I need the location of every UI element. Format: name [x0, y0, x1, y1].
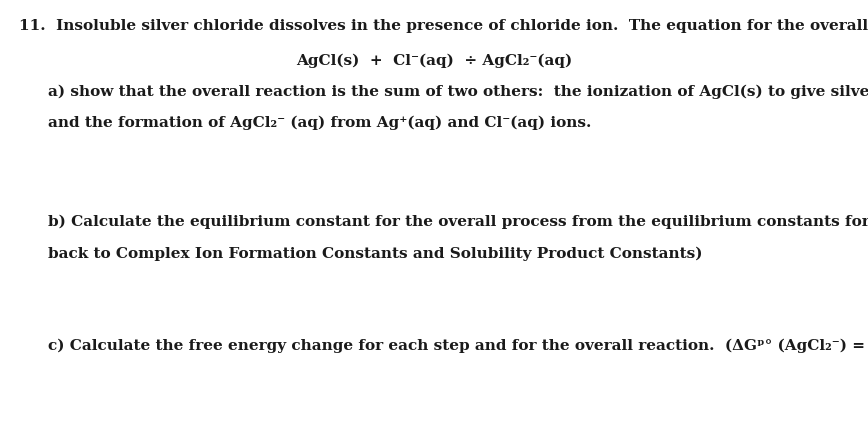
Text: and the formation of AgCl₂⁻ (aq) from Ag⁺(aq) and Cl⁻(aq) ions.: and the formation of AgCl₂⁻ (aq) from Ag… — [48, 116, 591, 130]
Text: AgCl(s)  +  Cl⁻(aq)  ÷ AgCl₂⁻(aq): AgCl(s) + Cl⁻(aq) ÷ AgCl₂⁻(aq) — [296, 54, 572, 68]
Text: 11.  Insoluble silver chloride dissolves in the presence of chloride ion.  The e: 11. Insoluble silver chloride dissolves … — [19, 19, 868, 33]
Text: c) Calculate the free energy change for each step and for the overall reaction. : c) Calculate the free energy change for … — [48, 339, 868, 353]
Text: a) show that the overall reaction is the sum of two others:  the ionization of A: a) show that the overall reaction is the… — [48, 84, 868, 99]
Text: b) Calculate the equilibrium constant for the overall process from the equilibri: b) Calculate the equilibrium constant fo… — [48, 215, 868, 229]
Text: back to Complex Ion Formation Constants and Solubility Product Constants): back to Complex Ion Formation Constants … — [48, 246, 702, 261]
